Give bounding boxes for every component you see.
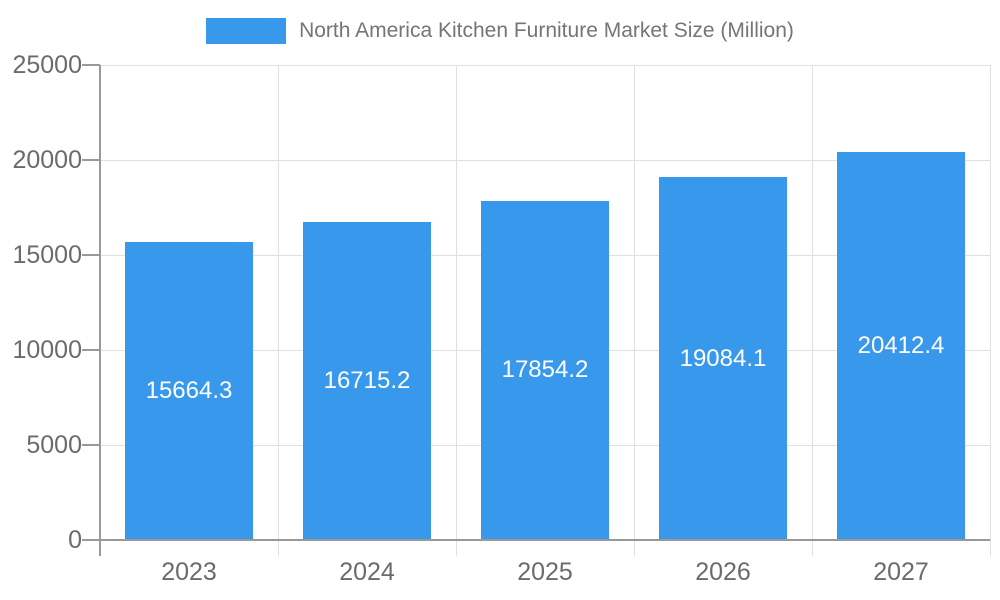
- legend-label: North America Kitchen Furniture Market S…: [299, 19, 794, 42]
- legend-swatch: [206, 18, 287, 44]
- x-axis-tick-label: 2025: [517, 558, 573, 586]
- x-axis-tick-label: 2023: [161, 558, 217, 586]
- legend: North America Kitchen Furniture Market S…: [0, 18, 1000, 44]
- y-axis-tick: [82, 349, 100, 351]
- y-axis-tick-label: 25000: [12, 51, 82, 79]
- x-axis-tick-label: 2026: [695, 558, 751, 586]
- gridline-vertical: [811, 65, 813, 556]
- bar-value-label: 15664.3: [145, 377, 233, 405]
- bar-2025: 17854.2: [481, 200, 609, 540]
- bar-value-label: 20412.4: [857, 332, 945, 360]
- y-axis-tick-label: 5000: [26, 431, 82, 459]
- y-axis-tick-label: 0: [68, 526, 82, 554]
- bar-2027: 20412.4: [837, 152, 965, 540]
- y-axis-tick-label: 10000: [12, 336, 82, 364]
- bar-value-label: 16715.2: [323, 367, 411, 395]
- gridline-horizontal: [100, 159, 990, 161]
- x-axis-tick-label: 2027: [873, 558, 929, 586]
- gridline-vertical: [455, 65, 457, 556]
- gridline-horizontal: [100, 64, 990, 66]
- x-axis-line: [82, 539, 990, 541]
- y-axis-tick: [82, 444, 100, 446]
- y-axis-tick: [82, 64, 100, 66]
- gridline-vertical: [633, 65, 635, 556]
- gridline-vertical: [277, 65, 279, 556]
- bar-value-label: 17854.2: [501, 356, 589, 384]
- y-axis-tick: [82, 254, 100, 256]
- y-axis-line: [99, 65, 101, 556]
- bar-value-label: 19084.1: [679, 344, 767, 372]
- x-axis-tick-label: 2024: [339, 558, 395, 586]
- gridline-vertical: [989, 65, 991, 556]
- bar-2024: 16715.2: [303, 222, 431, 540]
- y-axis-tick-label: 15000: [12, 241, 82, 269]
- bar-2026: 19084.1: [659, 177, 787, 540]
- bar-2023: 15664.3: [125, 242, 253, 540]
- y-axis-tick: [82, 159, 100, 161]
- y-axis-tick-label: 20000: [12, 146, 82, 174]
